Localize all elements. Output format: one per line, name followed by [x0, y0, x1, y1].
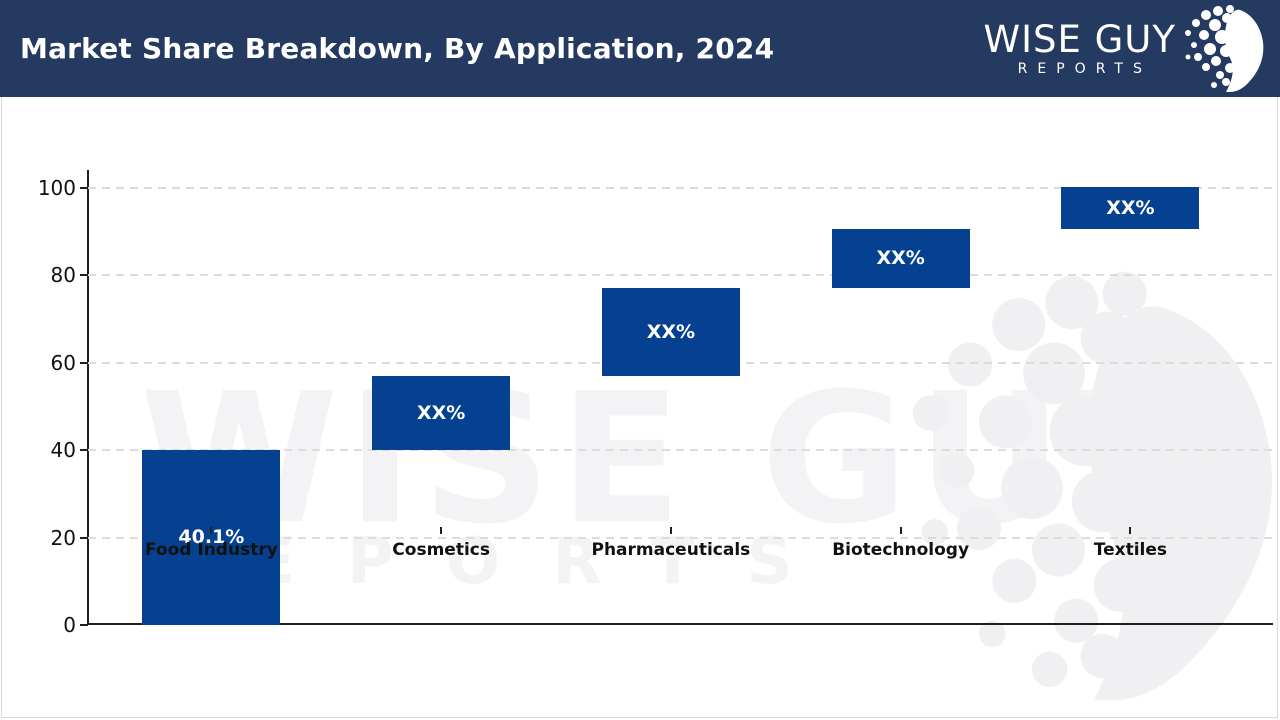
x-category-label: Textiles: [1093, 540, 1168, 560]
bar-value-label: XX%: [1106, 196, 1155, 219]
y-tick-label: 0: [63, 613, 76, 637]
y-tick: [80, 624, 88, 626]
y-tick: [80, 449, 88, 452]
bar-value-label: XX%: [876, 247, 925, 270]
x-tick: [440, 527, 443, 534]
x-tick: [210, 527, 213, 534]
x-category-label: Biotechnology: [832, 540, 970, 560]
bar: XX%: [1061, 186, 1200, 230]
bar: XX%: [372, 375, 511, 450]
x-axis-line: [87, 623, 1273, 625]
page-title: Market Share Breakdown, By Application, …: [20, 32, 775, 65]
x-category-label: Pharmaceuticals: [591, 540, 751, 560]
y-tick-label: 100: [37, 176, 76, 200]
y-tick-label: 60: [50, 350, 76, 375]
y-tick: [80, 187, 88, 189]
gridline: [88, 187, 1272, 189]
logo-wordmark: WISE GUY: [983, 18, 1176, 61]
logo-subtext: REPORTS: [1017, 61, 1152, 77]
x-category-label: Cosmetics: [392, 540, 490, 560]
y-axis-line: [87, 170, 89, 625]
plot-area: 0 20 40 60 80 100 40.1% Food Industry XX% Cosmeti…: [0, 97, 1280, 720]
x-tick: [1129, 527, 1132, 534]
y-tick: [80, 536, 88, 539]
y-tick: [80, 274, 88, 277]
bar: XX%: [601, 287, 740, 376]
gridline: [88, 274, 1272, 277]
y-tick-label: 80: [50, 263, 76, 288]
gridline: [88, 536, 1272, 539]
header: Market Share Breakdown, By Application, …: [0, 0, 1280, 97]
bar-value-label: XX%: [416, 401, 466, 424]
bar: 40.1%: [142, 449, 281, 625]
y-tick-label: 20: [50, 525, 76, 550]
face-logo-icon: [1185, 4, 1264, 92]
logo-text: WISE GUY REPORTS: [984, 21, 1176, 76]
y-tick-label: 40: [50, 438, 76, 463]
gridline: [88, 449, 1272, 452]
bar-value-label: XX%: [646, 320, 696, 343]
y-tick: [80, 361, 88, 364]
x-category-label: Food Industry: [145, 540, 278, 560]
x-tick: [899, 527, 902, 534]
bar: XX%: [831, 229, 970, 288]
bar-value-label: 40.1%: [178, 526, 245, 549]
wise-guy-logo: WISE GUY REPORTS: [984, 3, 1266, 95]
chart-body: WISE GUY REPORTS 0 20 40 60 80 100 40.1% Food I…: [0, 97, 1280, 720]
x-tick: [669, 527, 672, 534]
face-watermark: [912, 271, 1272, 701]
